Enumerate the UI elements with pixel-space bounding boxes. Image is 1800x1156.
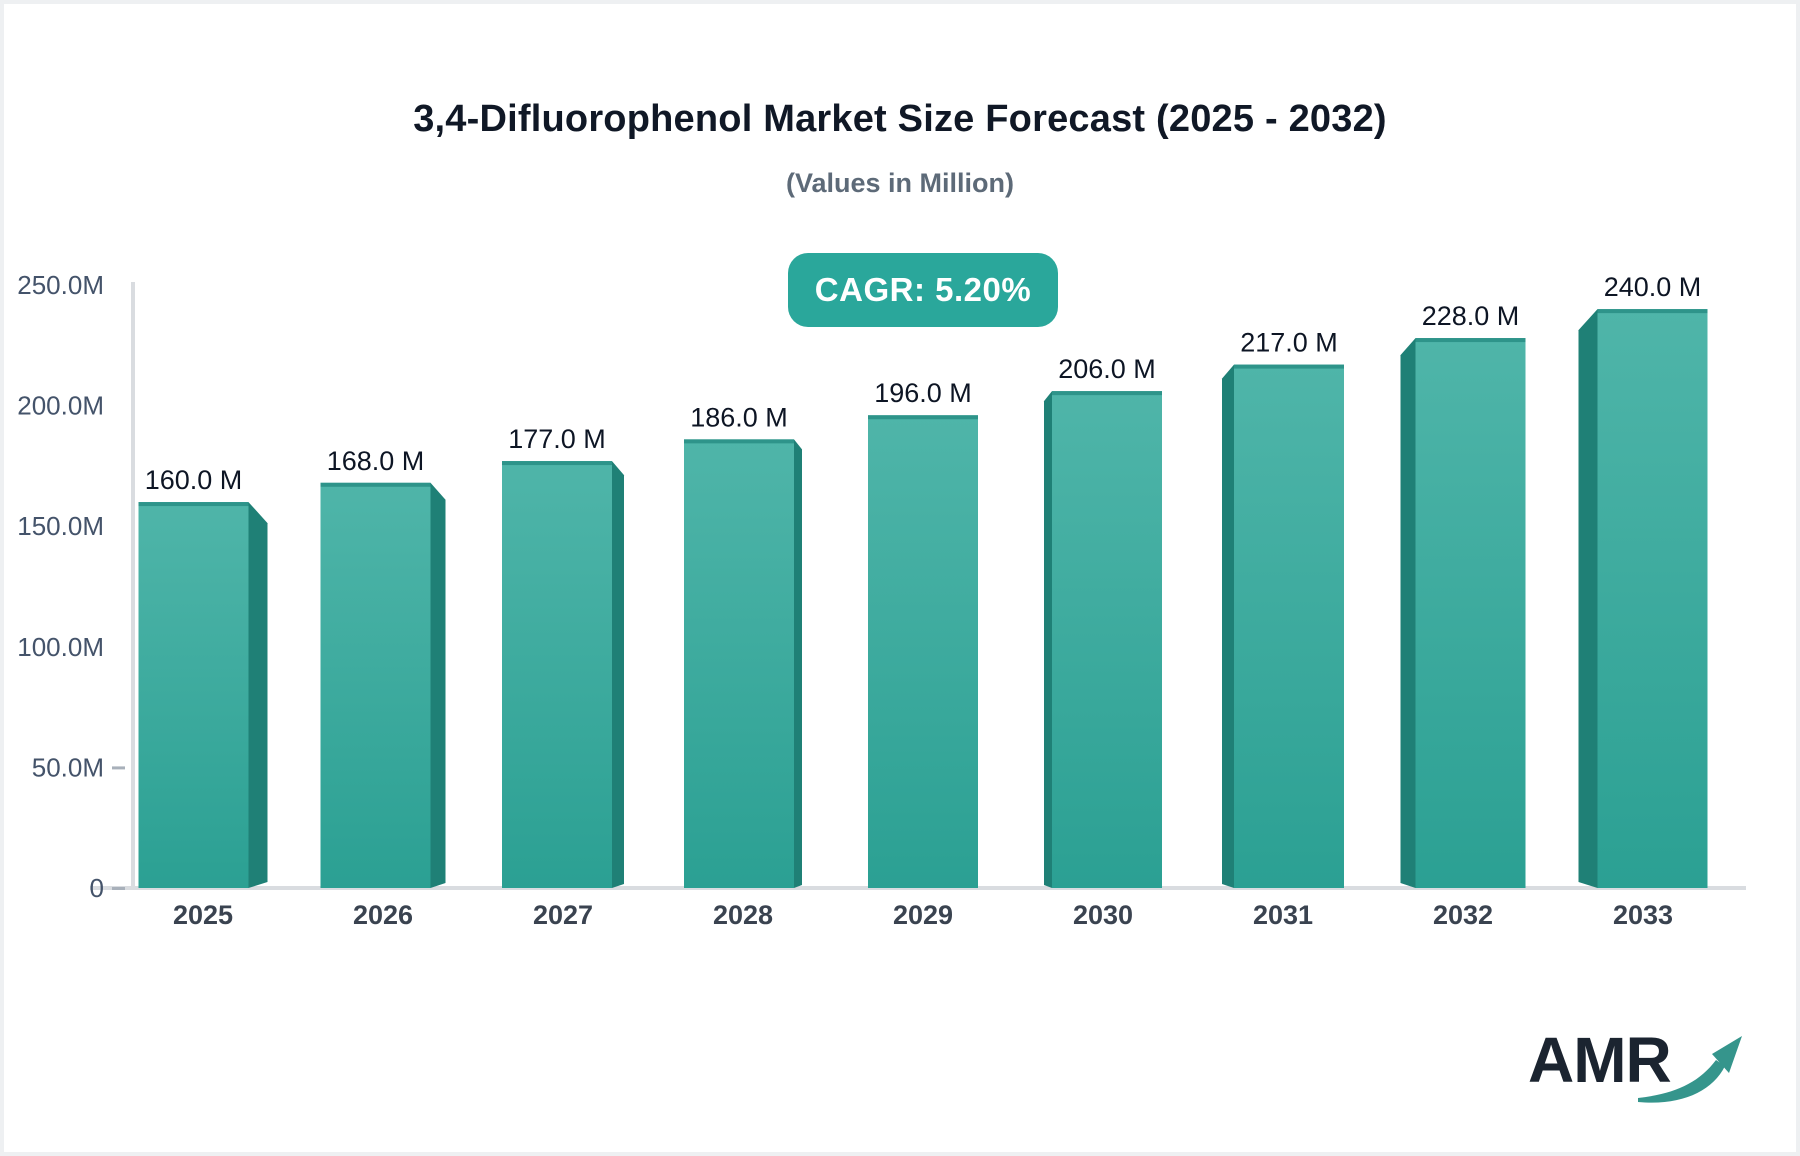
bar-top-edge [1052,391,1162,396]
y-tick-dash [112,766,125,770]
bar-value-label: 168.0 M [327,446,425,476]
x-tick-label: 2027 [533,900,593,930]
bar-value-label: 160.0 M [145,465,243,495]
bar-face [1052,391,1162,888]
bar-face [320,482,431,888]
bar-face [1234,364,1344,888]
bar-side [1222,364,1234,888]
bar-value-label: 240.0 M [1604,272,1702,302]
x-tick-label: 2028 [713,900,773,930]
bar-side [794,439,802,888]
y-tick-label: 150.0M [17,511,104,541]
y-tick-label: 50.0M [32,752,104,782]
x-tick-label: 2029 [893,900,953,930]
bar-side [1400,338,1416,889]
bar-top-edge [1234,364,1344,369]
bar-value-label: 217.0 M [1240,328,1338,358]
bar-value-label: 206.0 M [1058,354,1156,384]
bar-side [612,461,624,888]
bar-top-edge [684,439,794,444]
growth-arrow-icon [1638,1036,1742,1103]
chart-title: 3,4-Difluorophenol Market Size Forecast … [413,98,1387,140]
bar-face [868,415,978,888]
bar-face [502,461,612,888]
bar-face [1415,338,1526,889]
bar-face [684,439,794,888]
amr-logo-text: AMR [1528,1024,1672,1096]
bar-top-edge [502,461,612,466]
y-axis-line [131,282,135,890]
amr-logo: AMR [1528,1024,1742,1103]
cagr-badge-label: CAGR: 5.20% [814,271,1032,308]
y-tick-label: 100.0M [17,632,104,662]
bar-face [138,502,249,888]
bar-top-edge [1415,338,1526,343]
x-tick-label: 2025 [173,900,233,930]
cagr-badge: CAGR: 5.20% [788,253,1058,327]
bar-side [1578,309,1598,888]
y-tick-label: 0 [90,873,104,903]
y-tick-label: 250.0M [17,270,104,300]
bar-face [1597,309,1708,888]
y-tick-dash [112,887,125,890]
y-tick-label: 200.0M [17,391,104,421]
bar-value-label: 177.0 M [508,424,606,454]
bar-top-edge [1597,309,1708,314]
x-tick-label: 2033 [1613,900,1673,930]
bar-top-edge [868,415,978,420]
bar-value-label: 196.0 M [874,378,972,408]
x-tick-label: 2026 [353,900,413,930]
x-tick-label: 2032 [1433,900,1493,930]
x-tick-label: 2031 [1253,900,1313,930]
x-tick-label: 2030 [1073,900,1133,930]
bar-top-edge [138,502,249,507]
bar-side [248,502,268,888]
bar-side [430,482,446,888]
bar-top-edge [320,482,431,487]
bar-value-label: 228.0 M [1422,301,1520,331]
chart-subtitle: (Values in Million) [785,168,1015,198]
bar-side [1044,391,1052,888]
bar-value-label: 186.0 M [690,402,788,432]
